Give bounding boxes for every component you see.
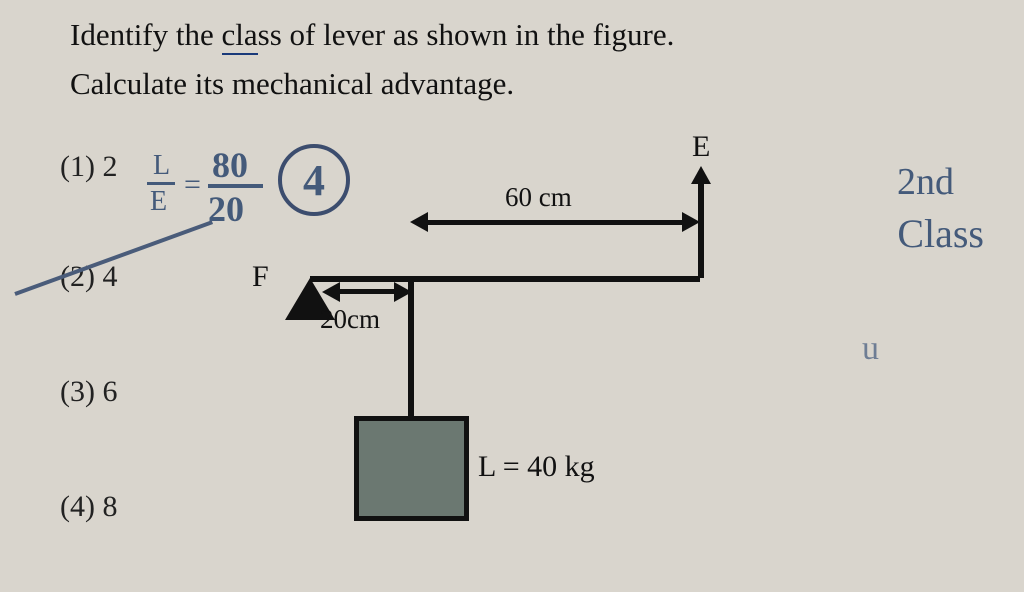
option-1: (1) 2 [60, 150, 117, 184]
dim60-left-arrow-icon [410, 212, 428, 232]
hw-80: 80 [212, 144, 248, 186]
load-block [354, 416, 469, 521]
q-cla: cla [222, 17, 258, 55]
q1a: Identify the [70, 17, 222, 52]
lever-diagram: F E L = 40 kg 60 cm 20cm [280, 152, 740, 532]
effort-arrow-icon [691, 166, 711, 184]
dim20-left-arrow-icon [322, 282, 340, 302]
beam [310, 276, 700, 282]
hw-frac-bar-1 [147, 182, 175, 185]
hw-class: Class [897, 210, 984, 257]
hw-2nd: 2nd [897, 160, 954, 204]
q-ss: ss [258, 17, 282, 52]
hw-u: u [862, 330, 879, 368]
hw-20: 20 [208, 188, 244, 230]
q1b: of lever as shown in the figure. [282, 17, 675, 52]
dim60-line [426, 220, 684, 225]
dim20-line [338, 289, 396, 294]
dim20-right-arrow-icon [394, 282, 412, 302]
label-L: L = 40 kg [478, 450, 595, 484]
label-60: 60 cm [505, 182, 572, 213]
hw-L: L [153, 150, 170, 182]
hw-eq: = [184, 168, 201, 202]
dim60-right-arrow-icon [682, 212, 700, 232]
hw-E: E [150, 186, 167, 218]
option-3: (3) 6 [60, 375, 117, 409]
label-F: F [252, 260, 269, 294]
question-line-1: Identify the class of lever as shown in … [70, 12, 994, 59]
label-20: 20cm [320, 304, 380, 335]
label-E: E [692, 130, 710, 164]
option-4: (4) 8 [60, 490, 117, 524]
question-line-2: Calculate its mechanical advantage. [70, 61, 994, 108]
